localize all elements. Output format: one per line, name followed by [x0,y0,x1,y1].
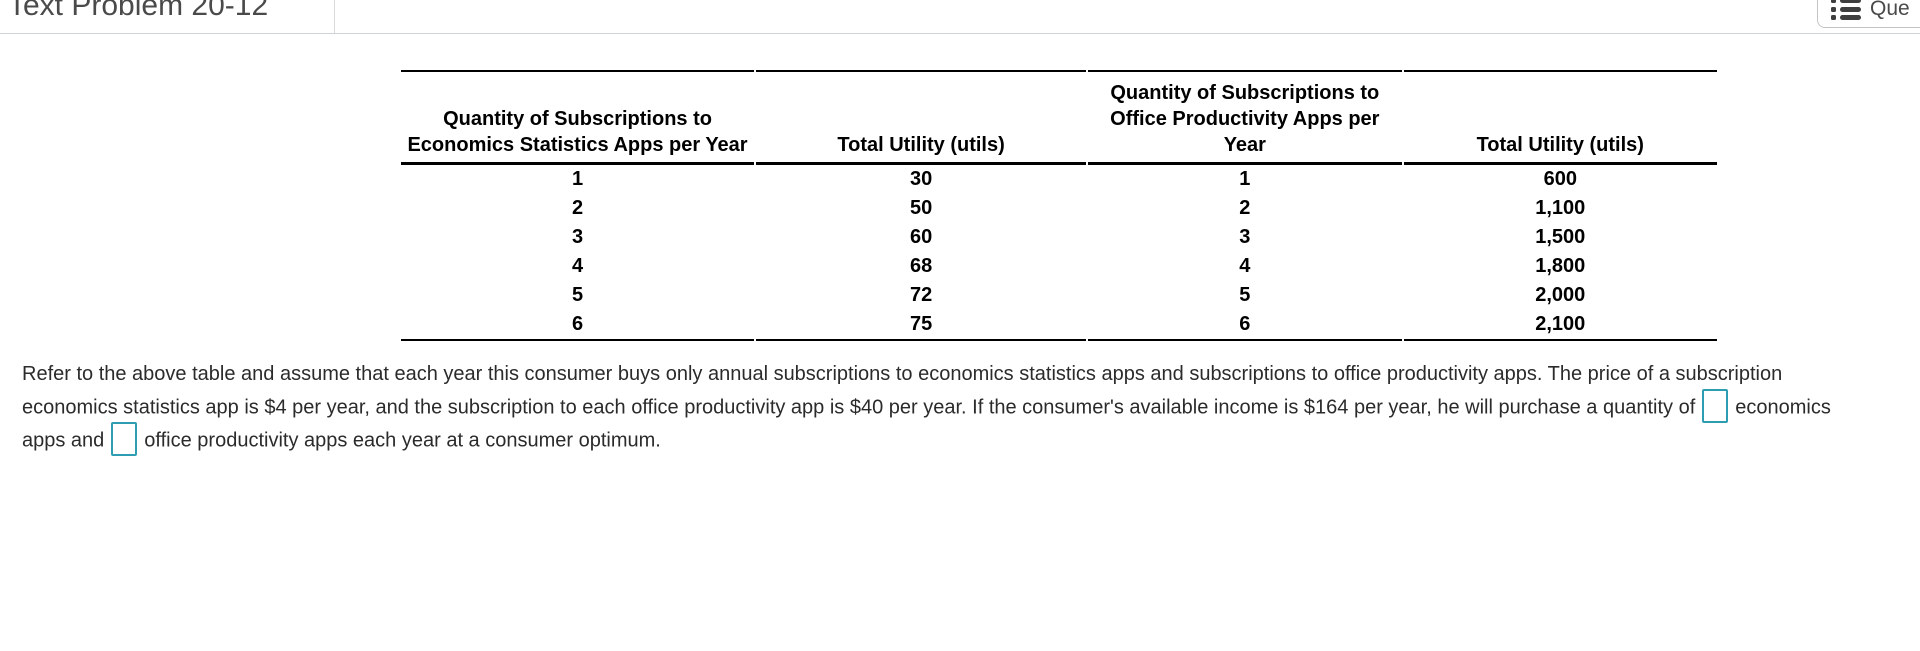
table-row: 4 68 4 1,800 [401,252,1717,281]
question-line-2-text: economics statistics app is $4 per year,… [22,396,1696,419]
table-cell: 68 [909,255,933,277]
table-row: 3 60 3 1,500 [401,223,1717,252]
table-header-row: Quantity of Subscriptions to Economics S… [401,70,1717,165]
table-cell: 2 [1239,197,1251,219]
question-list-button[interactable]: Que [1817,0,1920,28]
question-line-3-text: apps and [22,429,105,452]
answer-input-economics-apps[interactable] [1702,389,1729,423]
table-cell: 1,100 [1535,197,1586,219]
table-cell: 1 [571,168,584,190]
table-cell: 6 [1088,310,1402,341]
question-line-1: Refer to the above table and assume that… [22,358,1831,391]
table-cell: 72 [909,284,933,306]
answer-input-office-apps[interactable] [111,422,138,456]
table-cell: 60 [909,226,933,248]
table-cell: 1 [1239,168,1251,190]
question-line-1-text: Refer to the above table and assume that… [22,363,1783,385]
table-cell: 2,100 [1403,310,1717,341]
table-cell: 4 [1239,255,1251,277]
question-line-3-text-after: office productivity apps each year at a … [144,429,661,452]
table-cell: 50 [909,197,933,219]
table-cell: 5 [571,284,584,306]
tab-text-problem[interactable]: Text Problem 20-12 [0,0,335,33]
question-text: Refer to the above table and assume that… [22,358,1831,457]
table-cell: 1,800 [1535,255,1586,277]
page-title: Text Problem 20-12 [8,0,269,22]
table-row: 6 75 6 2,100 [401,310,1717,341]
question-line-3: apps and office productivity apps each ye… [22,422,1831,457]
top-header-bar: Text Problem 20-12 Que [0,0,1920,34]
table-cell: 3 [1239,226,1251,248]
table-cell: 2,000 [1535,284,1586,306]
question-line-2-text-after: economics [1735,396,1831,419]
table-cell: 75 [756,310,1087,341]
table-cell: 1,500 [1535,226,1586,248]
table-cell: 4 [571,255,584,277]
table-header-cell: Quantity of Subscriptions to Economics S… [401,70,755,165]
table-body: 1 30 1 600 2 50 2 1,100 3 60 3 1,500 4 68 4 1,800 5 72 5 2,… [401,165,1717,341]
table-cell: 30 [909,168,933,190]
list-icon [1831,0,1861,20]
table-cell: 6 [401,310,755,341]
question-list-button-label: Que [1870,0,1910,20]
table-header-cell: Total Utility (utils) [1403,70,1717,165]
table-cell: 5 [1239,284,1251,306]
table-row: 1 30 1 600 [401,165,1717,194]
table-header-cell: Total Utility (utils) [756,70,1087,165]
table-cell: 2 [571,197,584,219]
table-row: 2 50 2 1,100 [401,194,1717,223]
table-cell: 600 [1543,168,1577,190]
table-row: 5 72 5 2,000 [401,281,1717,310]
table-cell: 3 [571,226,584,248]
utility-table: Quantity of Subscriptions to Economics S… [399,70,1719,341]
question-line-2: economics statistics app is $4 per year,… [22,389,1831,424]
table-header-cell: Quantity of Subscriptions to Office Prod… [1088,70,1402,165]
